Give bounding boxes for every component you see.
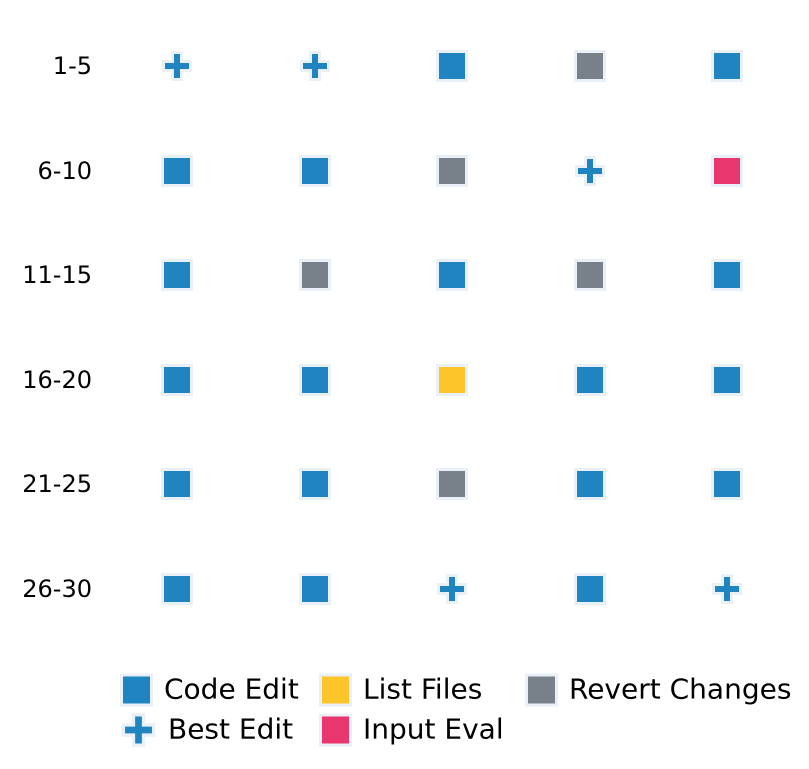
legend-swatch-input-eval-square-icon	[319, 713, 352, 747]
marker-code-edit-square-icon	[161, 259, 193, 292]
grid-cell-revert-changes	[298, 259, 331, 292]
grid-cell-code-edit	[161, 363, 193, 396]
legend-swatch-list-files-square-icon	[319, 673, 352, 707]
marker-code-edit-square-icon	[298, 468, 331, 501]
grid-cell-code-edit	[711, 50, 744, 82]
legend-entry-input-eval: Input Eval	[319, 712, 504, 747]
grid-cell-revert-changes	[436, 154, 469, 187]
marker-code-edit-square-icon	[711, 468, 744, 501]
row-tick-label: 26-30	[22, 575, 92, 603]
grid-cell-code-edit	[711, 468, 744, 501]
grid-cell-code-edit	[436, 259, 469, 292]
grid-cell-code-edit	[161, 259, 193, 292]
grid-cell-code-edit	[298, 154, 331, 187]
grid-cell-code-edit	[161, 573, 193, 605]
grid-cell-code-edit	[161, 468, 193, 501]
marker-code-edit-square-icon	[573, 573, 606, 605]
marker-code-edit-square-icon	[298, 573, 331, 605]
legend-entry-code-edit: Code Edit	[120, 672, 299, 707]
grid-cell-best-edit	[573, 154, 606, 187]
marker-best-edit-plus-icon	[299, 51, 330, 81]
grid-cell-revert-changes	[573, 259, 606, 292]
marker-code-edit-square-icon	[711, 259, 744, 292]
marker-code-edit-square-icon	[711, 50, 744, 82]
grid-cell-code-edit	[436, 50, 469, 82]
marker-code-edit-square-icon	[298, 154, 331, 187]
grid-cell-code-edit	[298, 363, 331, 396]
plot-area: 1-5 6-10 11-15 16-20 21-25 26-30	[22, 50, 744, 606]
marker-code-edit-square-icon	[711, 363, 744, 396]
row-tick-label: 1-5	[52, 52, 92, 80]
grid-cell-code-edit	[711, 363, 744, 396]
legend-swatch-code-edit-square-icon	[120, 673, 153, 707]
marker-input-eval-square-icon	[711, 154, 744, 187]
marker-best-edit-plus-icon	[712, 574, 743, 604]
legend-swatch-best-edit-plus-icon	[121, 713, 156, 747]
legend-label: Input Eval	[363, 712, 504, 746]
marker-code-edit-square-icon	[161, 363, 193, 396]
grid-cell-code-edit	[711, 259, 744, 292]
marker-revert-changes-square-icon	[573, 50, 606, 82]
marker-best-edit-plus-icon	[162, 51, 192, 81]
marker-best-edit-plus-icon	[437, 574, 468, 604]
marker-code-edit-square-icon	[161, 573, 193, 605]
row-tick-label: 11-15	[22, 261, 92, 290]
legend-label: Revert Changes	[569, 672, 792, 706]
marker-code-edit-square-icon	[436, 259, 469, 292]
row-tick-label: 21-25	[22, 470, 92, 499]
marker-code-edit-square-icon	[161, 468, 193, 501]
marker-revert-changes-square-icon	[436, 468, 469, 501]
grid-cell-code-edit	[573, 573, 606, 605]
legend-swatch-revert-changes-square-icon	[525, 673, 558, 707]
grid-cell-code-edit	[161, 154, 193, 187]
grid-cell-best-edit	[711, 573, 744, 606]
grid-cell-best-edit	[161, 50, 194, 83]
marker-code-edit-square-icon	[436, 50, 469, 82]
grid-cell-best-edit	[436, 573, 469, 606]
row-tick-label: 6-10	[37, 156, 92, 185]
legend-entry-list-files: List Files	[319, 672, 483, 707]
marker-revert-changes-square-icon	[298, 259, 331, 292]
marker-revert-changes-square-icon	[573, 259, 606, 292]
legend-entry-revert-changes: Revert Changes	[525, 672, 792, 707]
grid-cell-list-files	[436, 363, 469, 396]
grid-cell-input-eval	[711, 154, 744, 187]
legend-entry-best-edit: Best Edit	[120, 712, 293, 749]
marker-best-edit-plus-icon	[574, 155, 605, 186]
marker-code-edit-square-icon	[573, 468, 606, 501]
legend-label: List Files	[363, 672, 483, 706]
grid-cell-code-edit	[298, 468, 331, 501]
legend-label: Code Edit	[164, 672, 299, 706]
marker-code-edit-square-icon	[161, 154, 193, 187]
legend: Code Edit List Files Revert Changes Best Ed…	[0, 655, 809, 769]
grid-cell-revert-changes	[436, 468, 469, 501]
grid-cell-code-edit	[573, 468, 606, 501]
legend-label: Best Edit	[168, 712, 294, 746]
grid-cell-code-edit	[573, 363, 606, 396]
marker-code-edit-square-icon	[298, 363, 331, 396]
grid-cell-revert-changes	[573, 50, 606, 82]
row-tick-label: 16-20	[22, 365, 92, 394]
marker-list-files-square-icon	[436, 363, 469, 396]
grid-cell-best-edit	[298, 50, 331, 83]
marker-revert-changes-square-icon	[436, 154, 469, 187]
grid-cell-code-edit	[298, 573, 331, 605]
marker-code-edit-square-icon	[573, 363, 606, 396]
